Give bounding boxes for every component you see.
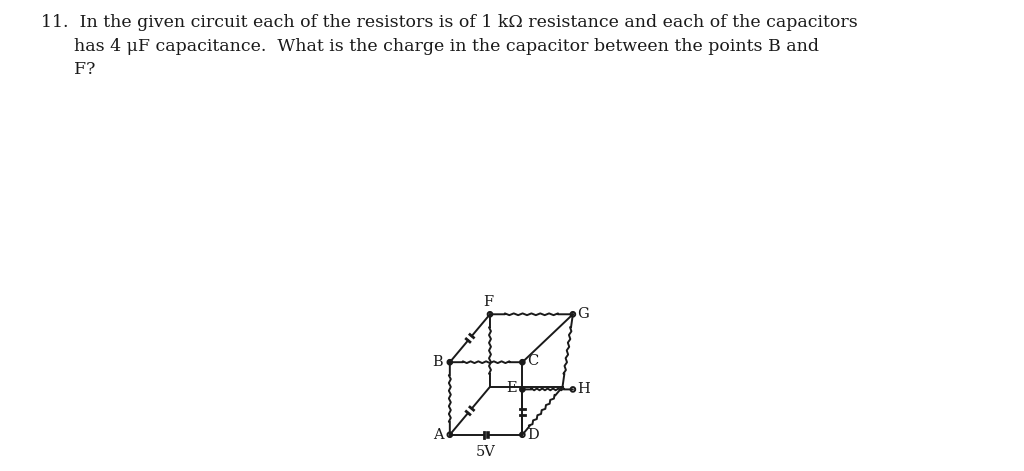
Text: A: A bbox=[433, 428, 443, 442]
Text: E: E bbox=[507, 381, 517, 395]
Text: 11.  In the given circuit each of the resistors is of 1 kΩ resistance and each o: 11. In the given circuit each of the res… bbox=[41, 14, 858, 78]
Circle shape bbox=[521, 361, 524, 364]
Text: G: G bbox=[578, 307, 589, 321]
Text: C: C bbox=[527, 354, 539, 368]
Text: B: B bbox=[433, 355, 443, 369]
Text: H: H bbox=[578, 382, 590, 397]
Text: 5V: 5V bbox=[476, 445, 496, 459]
Circle shape bbox=[521, 388, 524, 391]
Text: D: D bbox=[527, 428, 539, 442]
Text: F: F bbox=[483, 294, 494, 309]
Circle shape bbox=[449, 361, 452, 364]
